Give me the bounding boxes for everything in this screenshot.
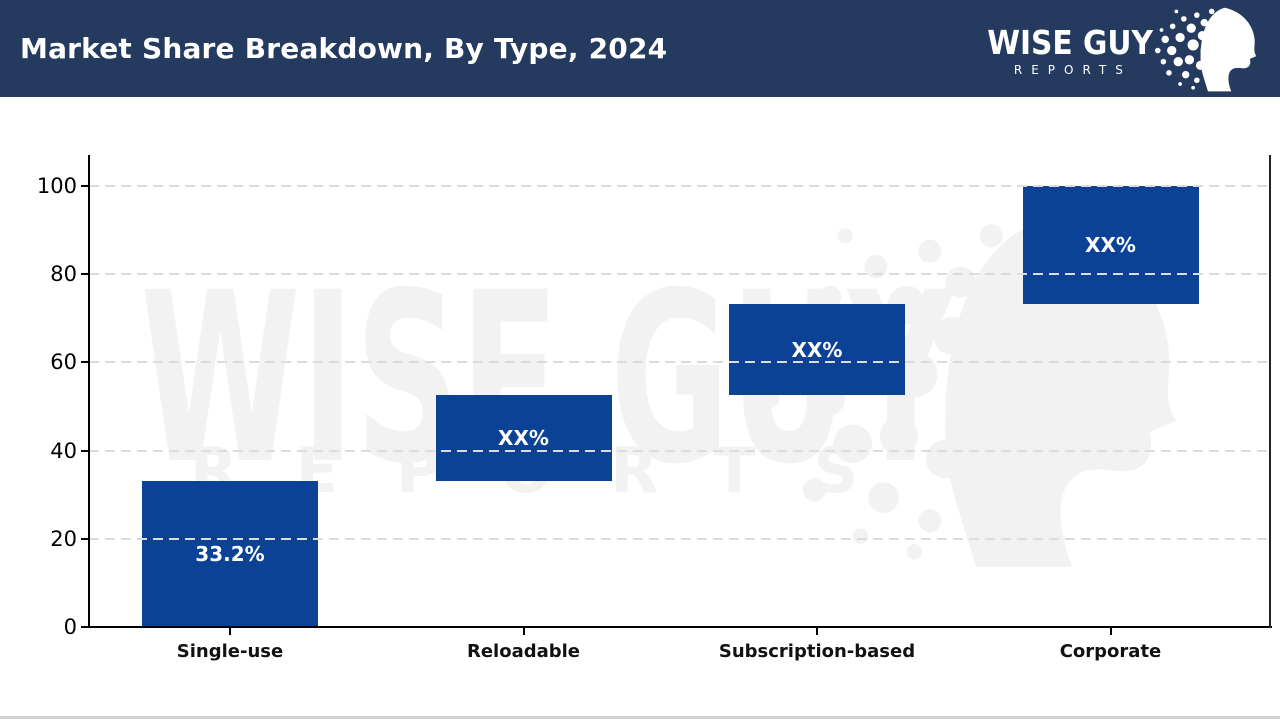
- logo-head-dots-icon: [1152, 4, 1264, 97]
- logo-reports-label: REPORTS: [1013, 63, 1132, 77]
- gridline-100: [89, 185, 1270, 187]
- x-tick-3: [1109, 627, 1112, 635]
- y-axis-line: [88, 155, 90, 628]
- y-tick-0: [81, 626, 89, 628]
- y-tick-label-40: 40: [50, 438, 77, 463]
- x-axis-line: [88, 626, 1272, 628]
- bar-value-label: XX%: [1085, 233, 1136, 258]
- y-tick-label-20: 20: [50, 526, 77, 551]
- right-spine: [1269, 155, 1271, 628]
- x-category-label: Corporate: [1059, 641, 1162, 662]
- y-tick-20: [81, 537, 89, 540]
- bar-value-label: XX%: [498, 426, 549, 451]
- gridline-40: [89, 449, 1270, 452]
- bottom-rule: [0, 716, 1280, 719]
- y-tick-80: [81, 273, 89, 276]
- x-tick-1: [522, 627, 525, 635]
- y-tick-label-0: 0: [63, 615, 77, 639]
- bar-corporate: XX%: [1022, 186, 1199, 305]
- bar-value-label: XX%: [791, 337, 843, 362]
- wise-guy-reports-logo: WISE GUY REPORTS: [978, 4, 1264, 96]
- bar-subscription-based: XX%: [729, 304, 905, 396]
- gridline-60: [89, 361, 1270, 364]
- y-tick-60: [81, 361, 89, 364]
- bar-reloadable: XX%: [435, 395, 612, 481]
- x-category-label: Reloadable: [466, 641, 581, 662]
- gridline-20: [89, 537, 1270, 540]
- chart-title: Market Share Breakdown, By Type, 2024: [20, 32, 668, 65]
- gridline-80: [89, 273, 1270, 276]
- logo-text: WISE GUY REPORTS: [978, 23, 1162, 77]
- header-bar: Market Share Breakdown, By Type, 2024 WI…: [0, 0, 1280, 97]
- bar-single-use: 33.2%: [142, 480, 318, 627]
- bar-value-label: 33.2%: [195, 541, 265, 566]
- y-tick-100: [81, 185, 89, 187]
- logo-wiseguy-label: WISE GUY: [986, 23, 1153, 62]
- y-tick-label-100: 100: [36, 174, 77, 198]
- y-tick-40: [81, 449, 89, 452]
- y-tick-label-60: 60: [50, 350, 77, 375]
- x-category-label: Subscription-based: [718, 641, 916, 662]
- x-tick-0: [229, 627, 231, 635]
- x-category-label: Single-use: [176, 641, 284, 662]
- x-tick-2: [816, 627, 818, 635]
- y-tick-label-80: 80: [50, 262, 77, 287]
